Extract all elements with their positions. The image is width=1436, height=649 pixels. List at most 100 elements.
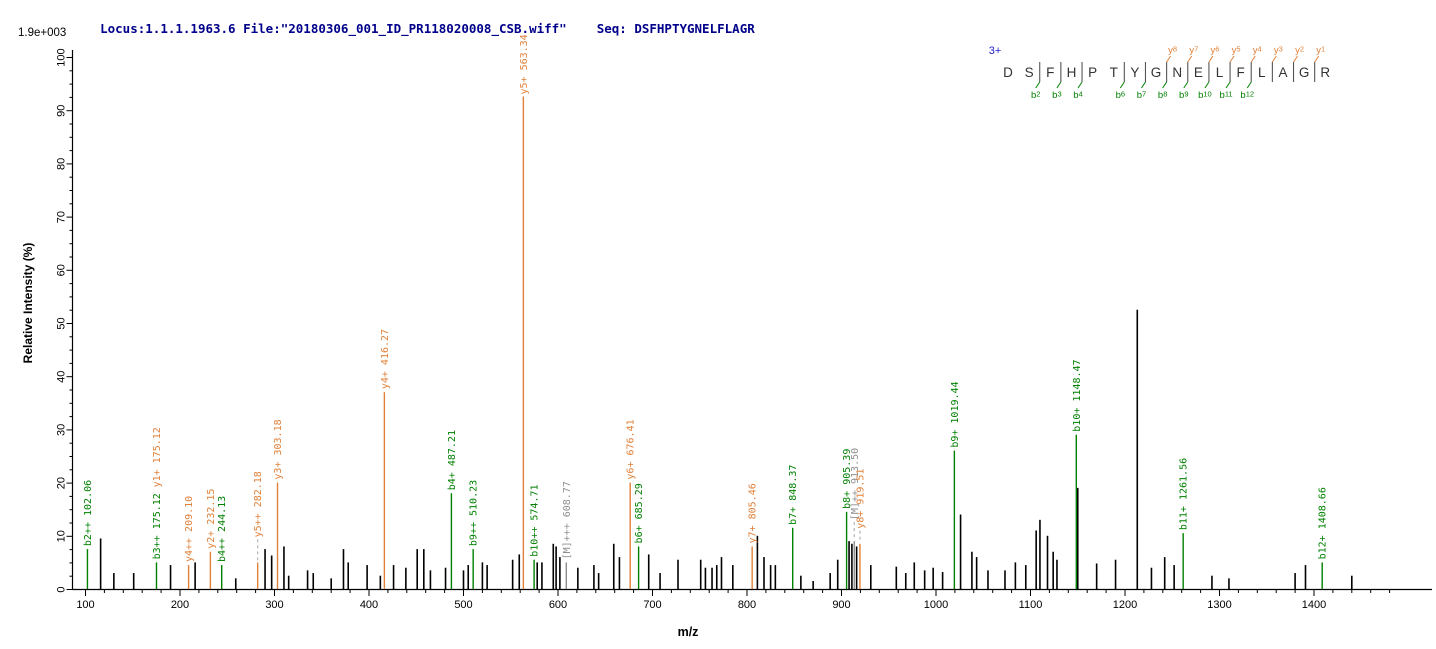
- b-ion-label: b4: [1073, 90, 1082, 102]
- x-tick-label: 1400: [1302, 599, 1326, 611]
- y-tick-label: 60: [55, 264, 67, 276]
- y-ion-tick: [1229, 55, 1235, 63]
- y-ion-label: y8: [1168, 45, 1177, 57]
- peak-label: y5+ 563.34: [519, 34, 530, 94]
- b-ion-label: b3: [1052, 90, 1061, 102]
- b-ion-tick: [1077, 81, 1083, 89]
- sequence-label: Seq: DSFHPTYGNELFLAGR: [596, 21, 755, 36]
- peak-label: y4+ 416.27: [380, 329, 391, 389]
- x-tick-label: 800: [738, 599, 756, 611]
- residue-letter: R: [1320, 65, 1330, 80]
- peak-label: y6+ 676.41: [626, 419, 637, 479]
- y-ion-label: y5: [1232, 45, 1241, 57]
- peak-label: b6+ 685.29: [634, 483, 645, 543]
- x-axis-title: m/z: [678, 625, 699, 639]
- y-tick-label: 70: [55, 211, 67, 223]
- residue-letter: G: [1151, 65, 1162, 80]
- peak-label: y8+ 919.51: [855, 469, 866, 529]
- header-bar: Locus:1.1.1.1963.6 File:"20180306_001_ID…: [70, 6, 755, 51]
- x-tick-label: 500: [454, 599, 472, 611]
- x-tick-label: 1300: [1207, 599, 1231, 611]
- peak-label: [M]+++ 608.77: [562, 481, 573, 559]
- y-ion-tick: [1187, 55, 1193, 63]
- peak-label: y7+ 805.46: [748, 483, 759, 543]
- x-tick-label: 400: [360, 599, 378, 611]
- b-ion-label: b8: [1158, 90, 1167, 102]
- peak-label: y5++ 282.18: [253, 471, 264, 537]
- peak-label: b8+ 905.39: [842, 449, 853, 509]
- y-ion-tick: [1166, 55, 1172, 63]
- x-tick-label: 100: [76, 599, 94, 611]
- b-ion-tick: [1225, 81, 1231, 89]
- locus-file-label: Locus:1.1.1.1963.6 File:"20180306_001_ID…: [100, 21, 567, 36]
- residue-letter: N: [1172, 65, 1182, 80]
- x-tick-label: 300: [265, 599, 283, 611]
- y-ion-tick: [1293, 55, 1298, 63]
- y-tick-label: 90: [55, 105, 67, 117]
- residue-letter: L: [1258, 65, 1266, 80]
- residue-letter: S: [1025, 65, 1034, 80]
- precursor-charge-label: 3+: [989, 45, 1002, 57]
- peak-label: b11+ 1261.56: [1179, 458, 1190, 530]
- y-axis-title: Relative Intensity (%): [21, 243, 35, 364]
- residue-letter: D: [1003, 65, 1013, 80]
- b-ion-label: b12: [1240, 90, 1254, 102]
- y-tick-label: 20: [55, 477, 67, 489]
- b-ion-label: b11: [1220, 90, 1233, 102]
- peak-label: b10++ 574.71: [530, 484, 541, 556]
- y-tick-label: 50: [55, 317, 67, 329]
- labeled-peaks: b2++ 102.06 b3++ 175.12 y1+ 175.12 y4++ 209…: [83, 34, 1329, 589]
- y-ion-label: y4: [1253, 45, 1262, 57]
- peak-label: y3+ 303.18: [273, 419, 284, 479]
- b-ion-label: b9: [1179, 90, 1188, 102]
- b-ion-tick: [1246, 81, 1252, 89]
- y-tick-label: 80: [55, 158, 67, 170]
- peak-label: b3++ 175.12: [152, 493, 163, 559]
- y-ion-tick: [1250, 55, 1256, 63]
- peak-label: b10+ 1148.47: [1072, 359, 1083, 431]
- y-ion-label: y2: [1295, 45, 1304, 57]
- residue-letter: E: [1194, 65, 1203, 80]
- x-tick-label: 600: [549, 599, 567, 611]
- x-tick-label: 1100: [1019, 599, 1043, 611]
- y-ion-label: y7: [1189, 45, 1198, 57]
- b-ion-label: b7: [1137, 90, 1146, 102]
- x-tick-label: 1200: [1113, 599, 1137, 611]
- residue-letter: L: [1216, 65, 1224, 80]
- peak-label: b4+ 487.21: [447, 430, 458, 490]
- peak-label: b4++ 244.13: [217, 496, 228, 562]
- y-ion-label: y6: [1210, 45, 1219, 57]
- unlabeled-peaks: [99, 309, 1353, 589]
- b-ion-tick: [1183, 81, 1189, 89]
- peak-label: b9++ 510.23: [469, 480, 480, 546]
- y-ion-tick: [1208, 55, 1214, 63]
- peak-label: b2++ 102.06: [83, 480, 94, 546]
- b-ion-label: b2: [1031, 90, 1040, 102]
- residue-letter: G: [1299, 65, 1310, 80]
- y-tick-label: 30: [55, 424, 67, 436]
- residue-letter: F: [1046, 65, 1054, 80]
- peak-label: b9+ 1019.44: [950, 381, 961, 447]
- peak-label: y1+ 175.12: [152, 427, 163, 487]
- y-tick-label: 10: [55, 530, 67, 542]
- b-ion-tick: [1035, 81, 1041, 89]
- b-ion-tick: [1056, 81, 1062, 89]
- y-ion-label: y1: [1316, 45, 1325, 57]
- b-ion-tick: [1119, 81, 1125, 89]
- intensity-scale-label: 1.9e+003: [18, 27, 67, 39]
- peak-label: y2+ 232.15: [206, 489, 217, 549]
- residue-letter: A: [1278, 65, 1287, 80]
- residue-letter: F: [1237, 65, 1245, 80]
- y-tick-label: 100: [55, 48, 67, 66]
- b-ion-label: b6: [1116, 90, 1125, 102]
- peak-label: y4++ 209.10: [184, 496, 195, 562]
- residue-letter: Y: [1130, 65, 1139, 80]
- residue-letter: T: [1110, 65, 1118, 80]
- x-tick-label: 900: [832, 599, 850, 611]
- peak-label: b12+ 1408.66: [1318, 487, 1329, 559]
- y-tick-label: 40: [55, 371, 67, 383]
- residue-letter: H: [1067, 65, 1077, 80]
